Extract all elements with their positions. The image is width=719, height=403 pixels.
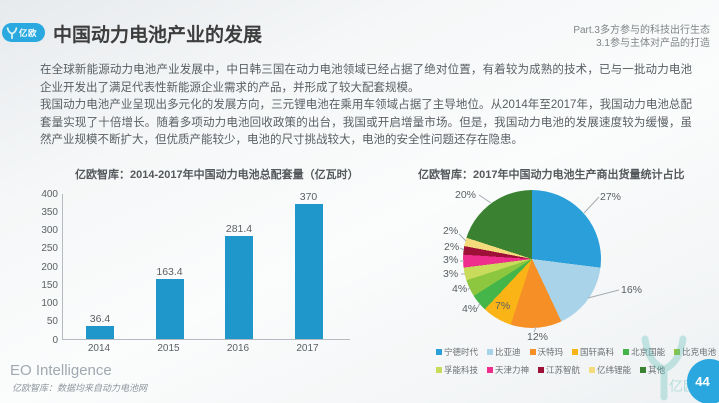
bar-value-label: 281.4 (225, 223, 253, 236)
bar-2014 (86, 325, 114, 339)
y-axis-tick-label: 250 (41, 243, 58, 255)
body-paragraph-1: 在全球新能源动力电池产业发展中，中日韩三国在动力电池领域已经占据了绝对位置，有着… (40, 64, 692, 94)
yiou-logo: 亿欧 (2, 23, 45, 42)
legend-label: 国轩高科 (580, 347, 615, 357)
pie-chart-title: 亿欧智库：2017年中国动力电池生产商出货量统计占比 (418, 169, 685, 181)
pie-legend-row-2: 孚能科技 天津力神 江苏智航 亿纬锂能 其他 (436, 364, 716, 376)
pie-slice-label-国轩高科: 7% (495, 300, 511, 312)
bar-2016 (225, 236, 253, 339)
legend-item-国轩高科: 国轩高科 (572, 346, 614, 358)
legend-item-天津力神: 天津力神 (487, 364, 529, 376)
body-text-block: 在全球新能源动力电池产业发展中，中日韩三国在动力电池领域已经占据了绝对位置，有着… (40, 62, 692, 150)
bar-chart-title: 亿欧智库：2014-2017年中国动力电池总配套量（亿瓦时） (75, 169, 359, 181)
bar-chart-plot-area: 36.4 163.4 281.4 370 (62, 190, 350, 340)
bar-value-label: 36.4 (89, 312, 111, 325)
legend-label: 天津力神 (495, 365, 530, 375)
legend-label: 比克电池 (682, 347, 717, 357)
legend-swatch (640, 367, 647, 373)
legend-item-沃特玛: 沃特玛 (529, 346, 564, 358)
yiou-y-icon (6, 26, 18, 39)
pie-circle (463, 190, 601, 328)
y-axis-tick-label: 400 (41, 188, 58, 200)
legend-item-孚能科技: 孚能科技 (436, 364, 478, 376)
legend-label: 江苏智航 (546, 365, 581, 375)
pie-leader-lines (458, 194, 620, 333)
y-axis-tick-label: 0 (52, 334, 58, 346)
legend-swatch (529, 349, 536, 355)
legend-item-亿纬锂能: 亿纬锂能 (589, 364, 631, 376)
x-axis-tick-label: 2015 (157, 343, 180, 354)
legend-swatch (538, 367, 545, 373)
section-line-1: Part.3多方参与的科技出行生态 (573, 25, 710, 36)
legend-label: 宁德时代 (444, 347, 479, 357)
legend-label: 亿纬锂能 (597, 365, 632, 375)
page-title: 中国动力电池产业的发展 (53, 25, 263, 46)
legend-item-北京国能: 北京国能 (623, 346, 665, 358)
source-note: 亿欧智库：数据均来自动力电池网 (12, 383, 148, 393)
legend-item-比克电池: 比克电池 (674, 346, 716, 358)
y-axis-tick-label: 300 (41, 225, 58, 236)
y-axis-tick-label: 50 (46, 316, 58, 328)
legend-swatch (436, 367, 442, 373)
legend-swatch (436, 349, 442, 355)
page-number: 44 (695, 374, 710, 389)
body-paragraph-2: 我国动力电池产业呈现出多元化的发展方向，三元锂电池在乘用车领域占据了主导地位。从… (40, 99, 692, 146)
bar-2017 (294, 203, 323, 339)
legend-swatch (589, 367, 596, 373)
bar-value-label: 370 (299, 190, 318, 203)
legend-label: 孚能科技 (444, 365, 479, 375)
x-axis-tick-label: 2014 (87, 343, 111, 354)
section-breadcrumb: Part.3多方参与的科技出行生态 3.1参与主体对产品的打造 (573, 24, 710, 50)
pie-slice-label-其他: 20% (455, 189, 477, 201)
brand-text: 亿欧 (19, 27, 38, 38)
legend-swatch (623, 349, 630, 355)
legend-swatch (487, 367, 494, 373)
y-axis-tick-label: 150 (41, 279, 58, 291)
pie-slice-label-沃特玛: 12% (527, 331, 549, 343)
legend-swatch (487, 349, 494, 355)
bar-value-label: 163.4 (156, 266, 183, 279)
pie-slice-label-孚能科技: 3% (443, 268, 459, 280)
y-axis-tick-label: 350 (41, 206, 58, 218)
legend-swatch (572, 349, 579, 355)
legend-item-比亚迪: 比亚迪 (487, 346, 521, 358)
pie-slice-label-亿纬锂能: 2% (443, 225, 459, 237)
legend-item-江苏智航: 江苏智航 (538, 364, 580, 376)
y-axis-tick-label: 100 (41, 298, 58, 309)
x-axis-tick-label: 2017 (296, 343, 319, 354)
page-number-badge: 44 (687, 359, 719, 403)
pie-legend-row-1: 宁德时代 比亚迪 沃特玛 国轩高科 北京国能 比克电池 (436, 346, 716, 358)
pie-slice-label-宁德时代: 27% (600, 191, 622, 203)
pie-slice-label-比亚迪: 16% (621, 284, 643, 296)
legend-swatch (674, 349, 681, 355)
bar-chart: 36.4 163.4 281.4 370 0 50 100 150 200 250 300 350 4… (40, 186, 362, 360)
legend-item-宁德时代: 宁德时代 (436, 346, 478, 358)
legend-label: 其他 (648, 365, 666, 375)
legend-label: 沃特玛 (537, 347, 564, 357)
bar-2015 (155, 279, 184, 339)
pie-slice-label-天津力神: 3% (443, 254, 459, 266)
section-line-2: 3.1参与主体对产品的打造 (596, 38, 710, 49)
footer-brand: EO Intelligence (10, 362, 112, 379)
legend-label: 北京国能 (631, 347, 666, 357)
pie-slice-label-比克电池: 4% (452, 283, 468, 295)
pie-slice-label-北京国能: 4% (462, 303, 478, 315)
pie-slice-label-江苏智航: 2% (444, 241, 460, 253)
pie-chart: 27% 16% 12% 7% 4% 4% 3% 3% 2% 2% 20% (400, 186, 719, 344)
y-axis-tick-label: 200 (41, 261, 58, 273)
legend-label: 比亚迪 (495, 347, 521, 357)
legend-item-其他: 其他 (640, 364, 665, 376)
x-axis-tick-label: 2016 (226, 343, 250, 354)
